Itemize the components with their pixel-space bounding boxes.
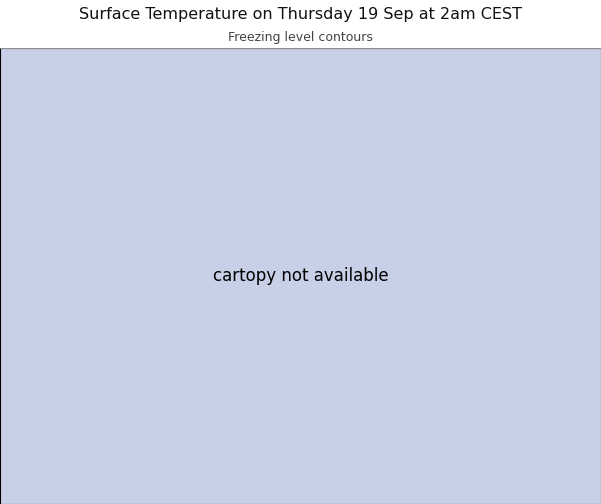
Text: cartopy not available: cartopy not available	[213, 267, 388, 285]
Text: Surface Temperature on Thursday 19 Sep at 2am CEST: Surface Temperature on Thursday 19 Sep a…	[79, 7, 522, 22]
Text: Freezing level contours: Freezing level contours	[228, 31, 373, 44]
